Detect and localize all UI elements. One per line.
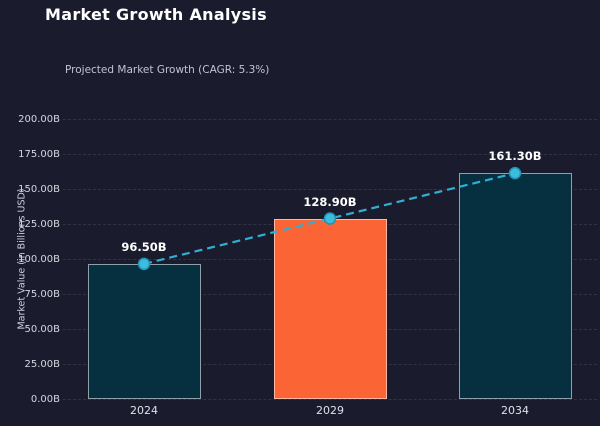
y-gridline	[63, 399, 597, 400]
x-tick-label: 2029	[316, 404, 344, 417]
value-label: 161.30B	[488, 149, 542, 164]
y-tick-label: 25.00B	[24, 358, 61, 370]
chart-subtitle: Projected Market Growth (CAGR: 5.3%)	[65, 64, 270, 76]
value-label: 128.90B	[303, 194, 357, 209]
y-gridline	[63, 119, 597, 120]
chart-title: Market Growth Analysis	[45, 5, 267, 24]
y-tick-label: 50.00B	[24, 323, 61, 335]
y-tick-label: 0.00B	[30, 393, 60, 405]
y-tick-label: 150.00B	[18, 183, 60, 195]
y-tick-label: 100.00B	[18, 253, 60, 265]
y-gridline	[63, 154, 597, 155]
x-tick-label: 2034	[501, 404, 529, 417]
y-tick-label: 175.00B	[18, 148, 60, 160]
bar-2029	[273, 218, 387, 399]
x-tick-label: 2024	[130, 404, 158, 417]
bar-2024	[87, 263, 201, 399]
y-tick-label: 75.00B	[24, 288, 61, 300]
value-label: 96.50B	[121, 239, 167, 254]
y-tick-label: 125.00B	[18, 218, 60, 230]
bar-2034	[458, 173, 572, 399]
y-tick-label: 200.00B	[18, 113, 60, 125]
